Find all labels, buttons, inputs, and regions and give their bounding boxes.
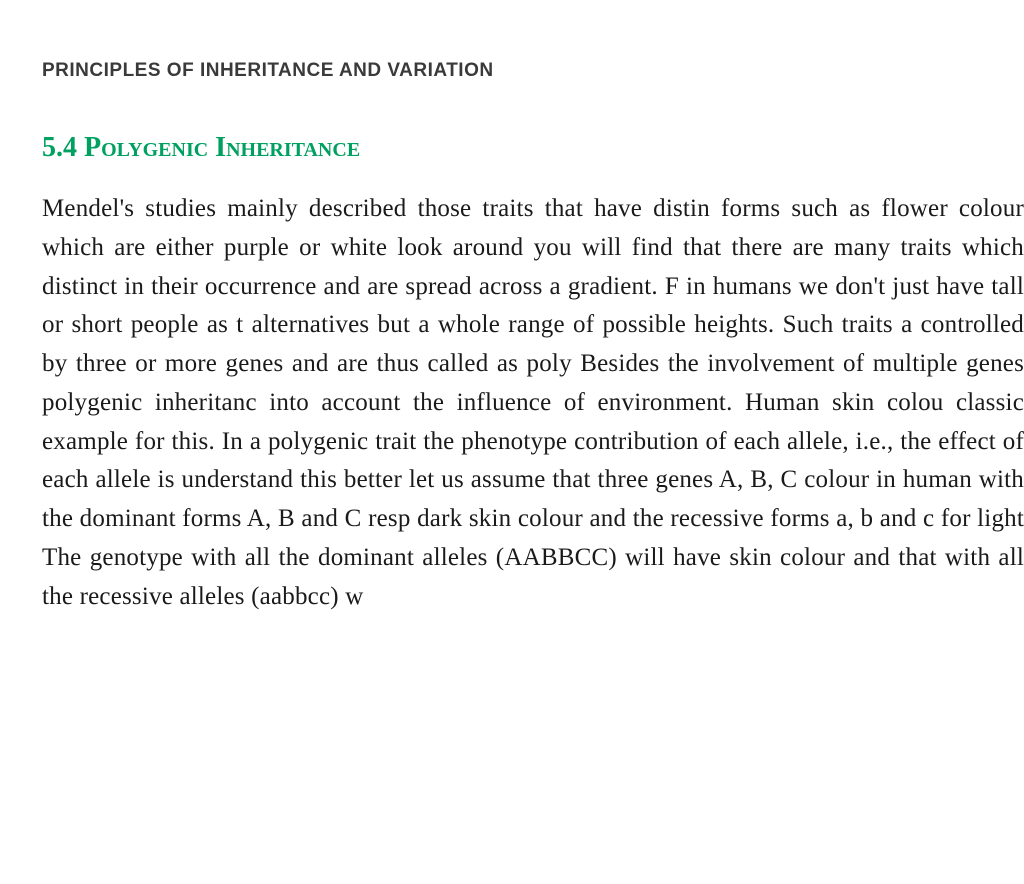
section-number: 5.4	[42, 132, 77, 163]
section-title: Polygenic Inheritance	[84, 132, 360, 163]
body-paragraph: Mendel's studies mainly described those …	[42, 190, 1024, 616]
section-heading: 5.4 Polygenic Inheritance	[42, 132, 1024, 164]
chapter-title: PRINCIPLES OF INHERITANCE AND VARIATION	[42, 60, 1024, 82]
